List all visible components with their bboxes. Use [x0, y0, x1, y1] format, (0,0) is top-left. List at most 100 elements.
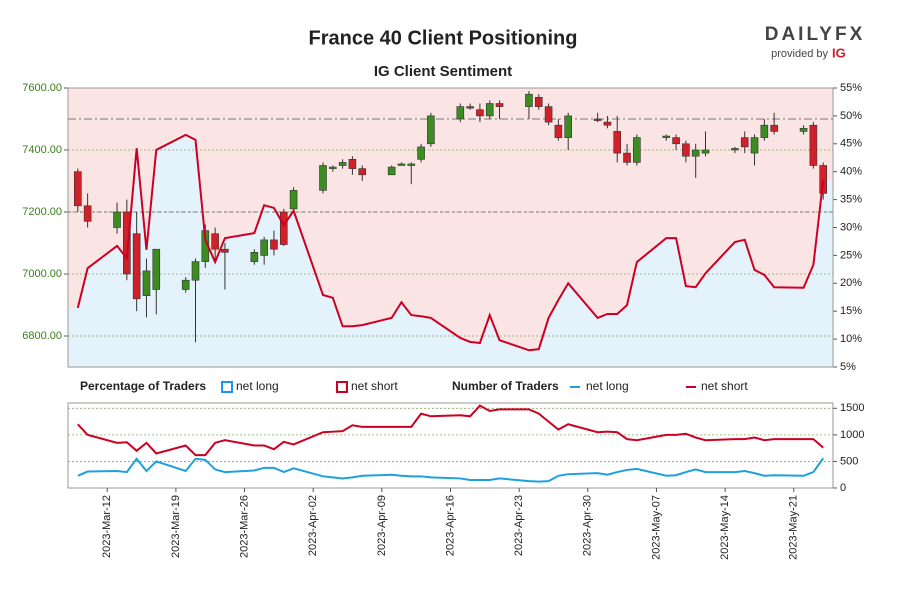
candle-body — [152, 248, 161, 290]
candle-body — [799, 128, 808, 132]
candle-body — [123, 211, 131, 275]
x-tick-label: 2023-Apr-02 — [307, 495, 319, 556]
candle-body — [417, 146, 425, 160]
candle-body — [554, 124, 563, 138]
y2-tick-label: 30% — [840, 221, 862, 233]
candle-body — [731, 148, 739, 151]
candle-body — [427, 115, 435, 145]
y-tick-label: 0 — [840, 482, 846, 494]
candle-body — [270, 239, 278, 250]
candle-body — [525, 93, 533, 107]
candle-body — [740, 137, 749, 148]
legend-title: Percentage of Traders — [80, 379, 206, 393]
top-chart: 6800.00 7000.00 7200.00 7400.00 7600.00 5% 10%… — [22, 82, 862, 393]
y2-tick-label: 20% — [840, 277, 862, 289]
series-line — [77, 457, 825, 483]
candle-body — [672, 137, 680, 145]
logo-partner: IG — [832, 45, 846, 60]
candle-body — [633, 137, 641, 163]
legend-swatch — [221, 381, 233, 393]
candle-body — [397, 163, 406, 166]
logo-brand: DAILYFX — [765, 24, 866, 45]
candle-body — [279, 211, 288, 245]
y2-tick-label: 35% — [840, 194, 862, 206]
y2-tick-label: 25% — [840, 249, 862, 261]
y2-tick-label: 40% — [840, 166, 862, 178]
candle-body — [329, 166, 337, 169]
y-tick-label: 7600.00 — [22, 82, 62, 94]
y-tick-label: 1500 — [840, 402, 864, 414]
candle-body — [691, 149, 700, 157]
y2-tick-label: 10% — [840, 333, 862, 345]
candle-body — [181, 279, 190, 290]
candle-body — [348, 159, 357, 169]
net-long-area — [68, 134, 833, 367]
candle-body — [593, 118, 602, 121]
candle-body — [387, 166, 396, 176]
candle-body — [603, 121, 612, 126]
candle-body — [544, 106, 553, 123]
x-tick-label: 2023-Mar-12 — [101, 495, 113, 558]
candle-body — [456, 106, 465, 120]
candle-body — [132, 233, 141, 300]
y2-tick-label: 50% — [840, 110, 862, 122]
candle-body — [534, 97, 543, 107]
y2-tick-label: 55% — [840, 82, 862, 94]
bottom-chart: 0 500 1000 1500 2023-Mar-12 2023-Mar-19 2023-M… — [67, 379, 864, 560]
y-tick-label: 7400.00 — [22, 144, 62, 156]
x-tick-label: 2023-Mar-19 — [170, 495, 182, 558]
chart-title: France 40 Client Positioning — [309, 27, 578, 49]
x-tick-label: 2023-May-07 — [650, 495, 662, 560]
legend-title: Number of Traders — [452, 379, 559, 393]
candle-body — [809, 124, 818, 166]
y-tick-label: 500 — [840, 455, 858, 467]
candle-body — [682, 143, 690, 157]
legend-swatch — [336, 381, 348, 393]
logo-provided-by: provided by — [771, 48, 828, 60]
y-tick-label: 6800.00 — [22, 330, 62, 342]
candle-body — [564, 115, 572, 138]
y2-tick-label: 5% — [840, 361, 856, 373]
candle-body — [358, 168, 367, 176]
candle-body — [250, 252, 259, 262]
plot-frame — [67, 87, 834, 368]
candle-body — [662, 135, 671, 138]
legend-label: net short — [351, 379, 398, 393]
candle-body — [701, 149, 710, 154]
x-tick-label: 2023-Apr-16 — [444, 495, 456, 556]
x-tick-label: 2023-May-14 — [719, 495, 731, 560]
candle-body — [211, 233, 219, 250]
series-line — [77, 404, 824, 457]
legend-label: net long — [236, 379, 279, 393]
candle-body — [338, 162, 347, 166]
candle-body — [495, 103, 504, 107]
candle-body — [613, 131, 622, 154]
x-tick-label: 2023-Apr-09 — [376, 495, 388, 556]
candle-body — [113, 211, 121, 228]
candle-body — [750, 137, 759, 154]
candle-body — [476, 109, 484, 117]
candle-body — [819, 165, 827, 194]
candle-body — [221, 248, 229, 253]
candle-body — [466, 106, 474, 109]
x-tick-label: 2023-May-21 — [788, 495, 800, 560]
candle-body — [191, 261, 200, 281]
candle-body — [289, 190, 298, 210]
candle-body — [319, 165, 327, 191]
x-tick-label: 2023-Apr-30 — [582, 495, 594, 556]
y-tick-label: 7200.00 — [22, 206, 62, 218]
candle-body — [623, 152, 631, 163]
candle-body — [260, 239, 268, 256]
candle-body — [83, 205, 92, 222]
candle-body — [74, 171, 82, 207]
y2-tick-label: 45% — [840, 138, 862, 150]
legend-label: net long — [586, 379, 629, 393]
candle-body — [485, 103, 494, 117]
candle-body — [407, 163, 416, 166]
y-tick-label: 1000 — [840, 429, 864, 441]
candle-body — [142, 270, 151, 296]
chart-subtitle: IG Client Sentiment — [374, 63, 512, 80]
y-tick-label: 7000.00 — [22, 268, 62, 280]
candle-body — [770, 124, 778, 132]
